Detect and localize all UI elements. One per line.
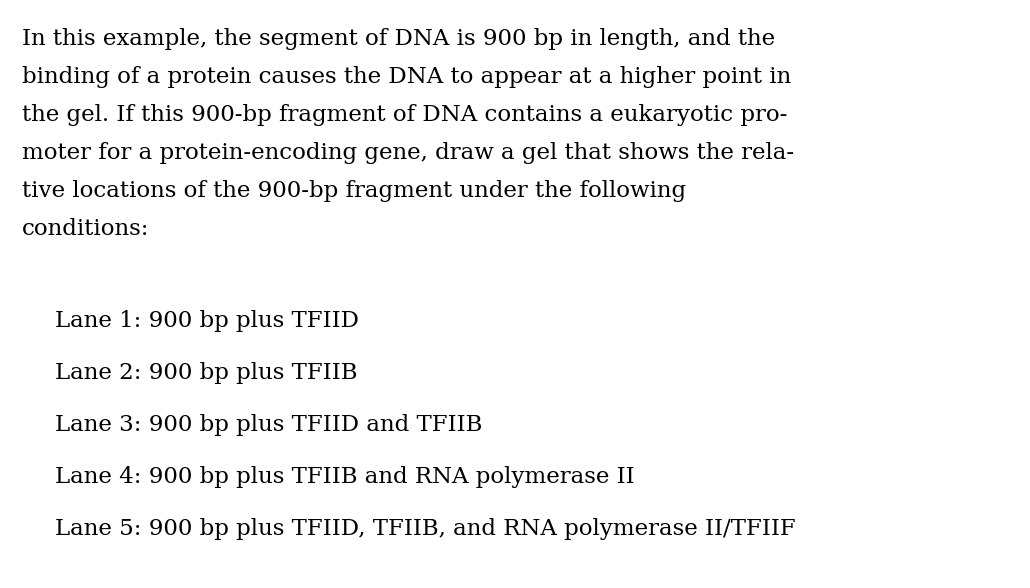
- Text: Lane 3: 900 bp plus TFIID and TFIIB: Lane 3: 900 bp plus TFIID and TFIIB: [55, 414, 482, 436]
- Text: moter for a protein-encoding gene, draw a gel that shows the rela-: moter for a protein-encoding gene, draw …: [22, 142, 794, 164]
- Text: binding of a protein causes the DNA to appear at a higher point in: binding of a protein causes the DNA to a…: [22, 66, 791, 88]
- Text: conditions:: conditions:: [22, 218, 149, 240]
- Text: Lane 1: 900 bp plus TFIID: Lane 1: 900 bp plus TFIID: [55, 310, 359, 332]
- Text: Lane 4: 900 bp plus TFIIB and RNA polymerase II: Lane 4: 900 bp plus TFIIB and RNA polyme…: [55, 466, 634, 488]
- Text: tive locations of the 900-bp fragment under the following: tive locations of the 900-bp fragment un…: [22, 180, 686, 202]
- Text: the gel. If this 900-bp fragment of DNA contains a eukaryotic pro-: the gel. If this 900-bp fragment of DNA …: [22, 104, 787, 126]
- Text: Lane 2: 900 bp plus TFIIB: Lane 2: 900 bp plus TFIIB: [55, 362, 357, 384]
- Text: Lane 5: 900 bp plus TFIID, TFIIB, and RNA polymerase II/TFIIF: Lane 5: 900 bp plus TFIID, TFIIB, and RN…: [55, 518, 796, 540]
- Text: In this example, the segment of DNA is 900 bp in length, and the: In this example, the segment of DNA is 9…: [22, 28, 776, 50]
